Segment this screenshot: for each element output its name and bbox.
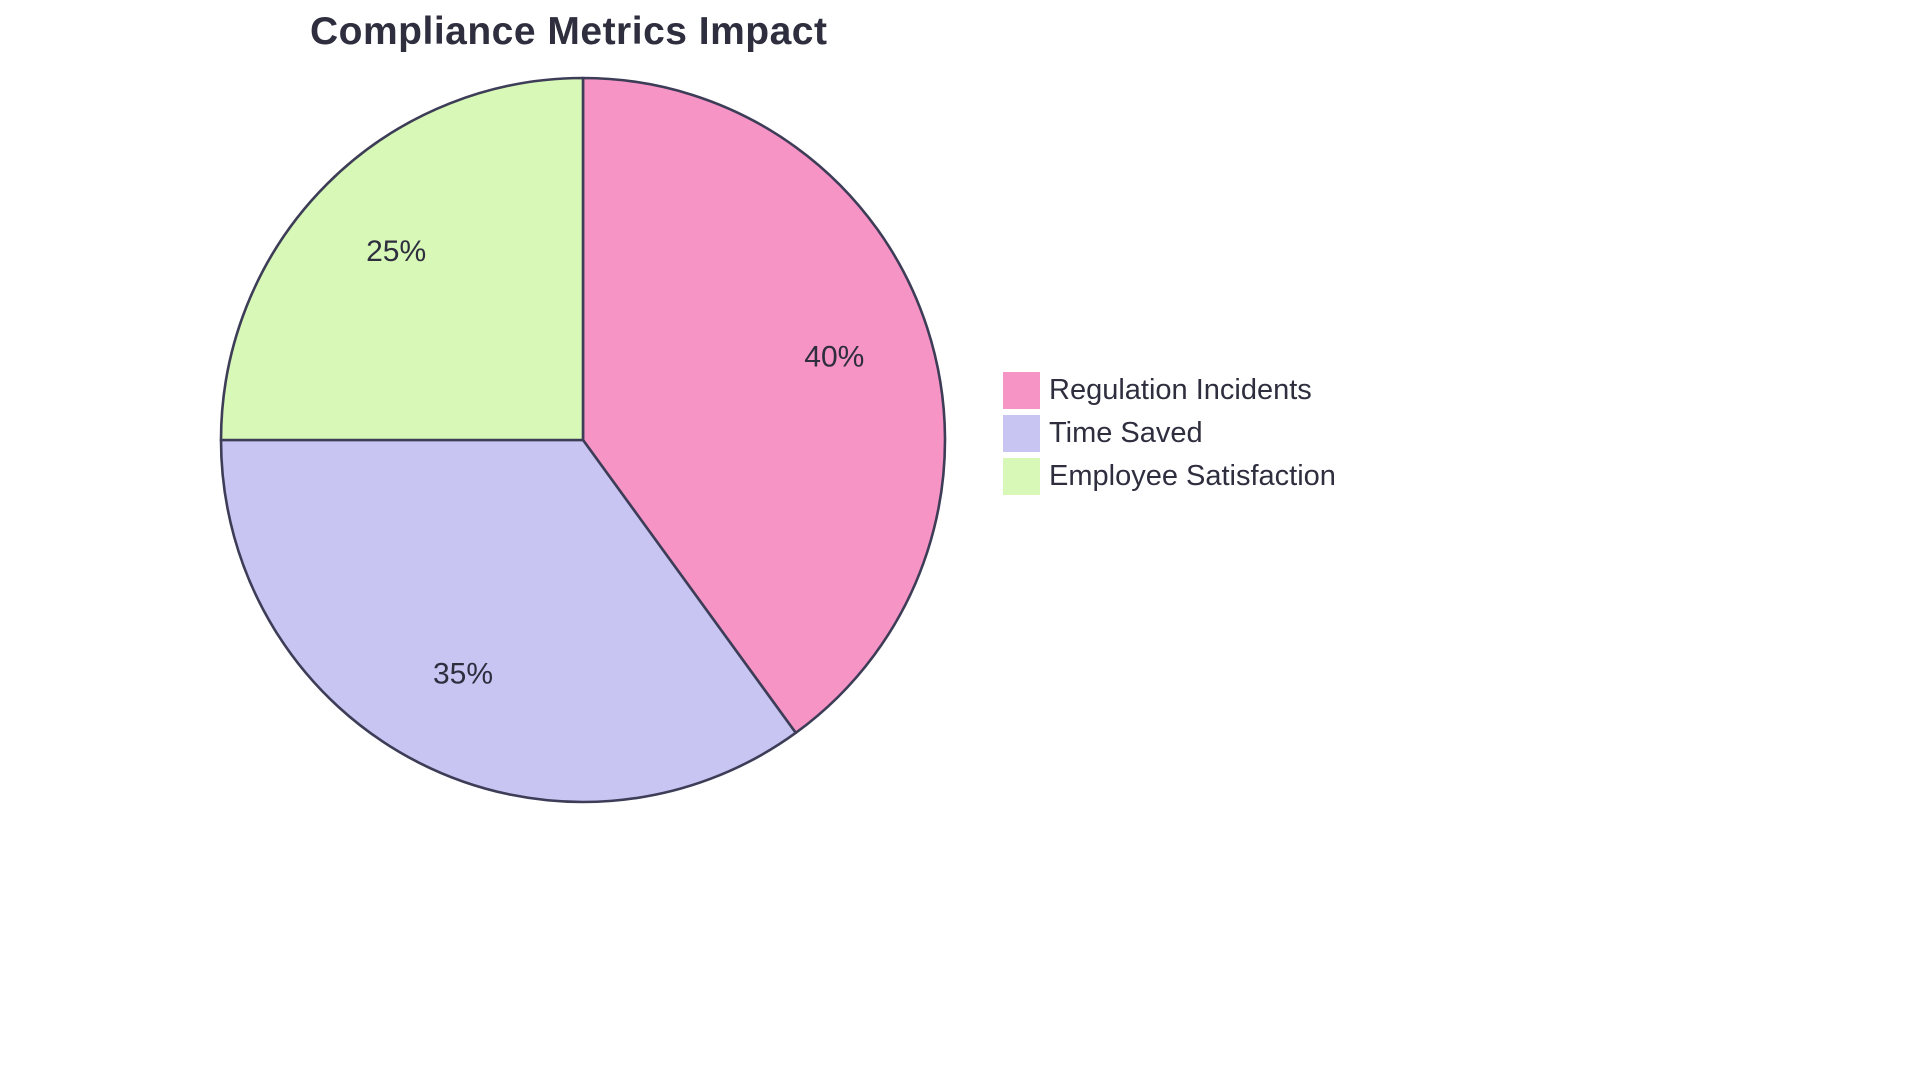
- legend-item: Employee Satisfaction: [1003, 458, 1336, 495]
- legend-item: Time Saved: [1003, 415, 1336, 452]
- legend-label: Time Saved: [1049, 417, 1203, 449]
- chart-legend: Regulation Incidents Time Saved Employee…: [1003, 372, 1336, 495]
- chart-title: Compliance Metrics Impact: [310, 10, 828, 53]
- pie-slice: [219, 438, 798, 804]
- slice-label: 35%: [433, 657, 493, 690]
- slice-label: 25%: [366, 235, 426, 268]
- legend-swatch: [1003, 372, 1040, 409]
- slice-label: 40%: [804, 340, 864, 373]
- legend-item: Regulation Incidents: [1003, 372, 1336, 409]
- legend-label: Employee Satisfaction: [1049, 460, 1336, 492]
- legend-label: Regulation Incidents: [1049, 374, 1312, 406]
- pie-slice: [581, 76, 947, 735]
- pie-chart: 40% 35% 25%: [219, 76, 947, 804]
- legend-swatch: [1003, 415, 1040, 452]
- legend-swatch: [1003, 458, 1040, 495]
- pie-slice: [219, 76, 585, 442]
